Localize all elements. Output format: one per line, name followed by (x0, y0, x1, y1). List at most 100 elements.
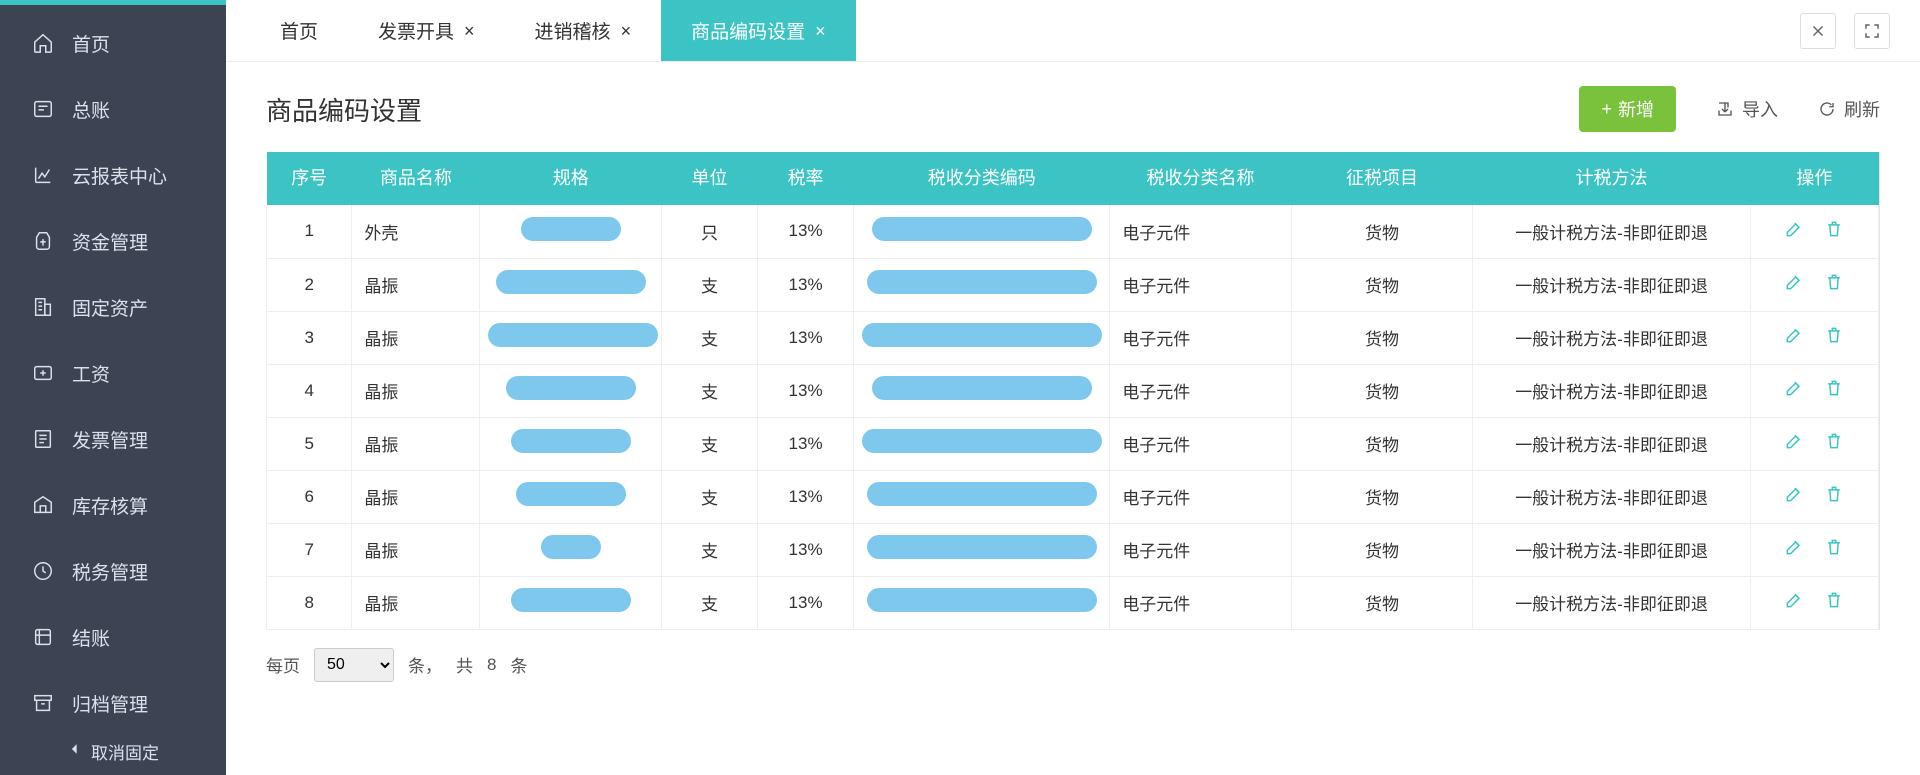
edit-icon[interactable] (1784, 272, 1804, 297)
pager-unit: 条， (408, 652, 442, 677)
cell-taxitem: 货物 (1291, 576, 1472, 629)
sidebar-items: 首页 总账 云报表中心 资金管理 固定资产 工资 发票管理 库存核算 (0, 0, 226, 727)
cell-spec (480, 364, 661, 417)
cell-name: 外壳 (352, 205, 480, 258)
page-header: 商品编码设置 + 新增 导入 刷新 (226, 62, 1920, 152)
arrow-left-icon (67, 741, 83, 762)
cell-index: 1 (267, 205, 352, 258)
tab-product-code[interactable]: 商品编码设置 × (661, 0, 856, 61)
cell-spec (480, 470, 661, 523)
delete-icon[interactable] (1824, 484, 1844, 509)
cell-taxitem: 货物 (1291, 258, 1472, 311)
cell-method: 一般计税方法-非即征即退 (1473, 364, 1751, 417)
edit-icon[interactable] (1784, 378, 1804, 403)
tax-icon (32, 560, 54, 582)
cell-class: 电子元件 (1110, 470, 1291, 523)
add-label: 新增 (1618, 96, 1654, 122)
tab-audit[interactable]: 进销稽核 × (505, 0, 662, 61)
cell-ops (1750, 364, 1878, 417)
delete-icon[interactable] (1824, 431, 1844, 456)
cell-taxcode (854, 576, 1110, 629)
edit-icon[interactable] (1784, 431, 1804, 456)
table-row: 6晶振支13%电子元件货物一般计税方法-非即征即退 (267, 470, 1879, 523)
sidebar-item-label: 税务管理 (72, 558, 148, 585)
table-column-header: 计税方法 (1473, 152, 1751, 205)
delete-icon[interactable] (1824, 378, 1844, 403)
table-column-header: 征税项目 (1291, 152, 1472, 205)
edit-icon[interactable] (1784, 484, 1804, 509)
sidebar-item-label: 固定资产 (72, 294, 148, 321)
closing-icon (32, 626, 54, 648)
page-title: 商品编码设置 (266, 91, 1579, 128)
cell-unit: 支 (661, 258, 757, 311)
sidebar-item-archive[interactable]: 归档管理 (0, 670, 226, 727)
sidebar-item-home[interactable]: 首页 (0, 10, 226, 76)
building-icon (32, 296, 54, 318)
cell-rate: 13% (758, 258, 854, 311)
tabbar: 首页 发票开具 × 进销稽核 × 商品编码设置 × (226, 0, 1920, 62)
page-size-select[interactable]: 50 (314, 648, 394, 682)
table-row: 7晶振支13%电子元件货物一般计税方法-非即征即退 (267, 523, 1879, 576)
refresh-button[interactable]: 刷新 (1818, 96, 1880, 122)
delete-icon[interactable] (1824, 537, 1844, 562)
sidebar-item-invoice[interactable]: 发票管理 (0, 406, 226, 472)
close-icon[interactable]: × (464, 22, 475, 40)
sidebar-item-funds[interactable]: 资金管理 (0, 208, 226, 274)
cell-rate: 13% (758, 364, 854, 417)
sidebar-item-assets[interactable]: 固定资产 (0, 274, 226, 340)
cell-unit: 支 (661, 417, 757, 470)
tab-invoice-issue[interactable]: 发票开具 × (348, 0, 505, 61)
cell-spec (480, 311, 661, 364)
sidebar-item-closing[interactable]: 结账 (0, 604, 226, 670)
sidebar-item-salary[interactable]: 工资 (0, 340, 226, 406)
edit-icon[interactable] (1784, 219, 1804, 244)
table-column-header: 税收分类名称 (1110, 152, 1291, 205)
cell-spec (480, 258, 661, 311)
sidebar-item-ledger[interactable]: 总账 (0, 76, 226, 142)
sidebar-item-report[interactable]: 云报表中心 (0, 142, 226, 208)
cell-unit: 支 (661, 311, 757, 364)
cell-taxcode (854, 258, 1110, 311)
cell-name: 晶振 (352, 364, 480, 417)
edit-icon[interactable] (1784, 537, 1804, 562)
table-column-header: 操作 (1750, 152, 1878, 205)
close-icon[interactable]: × (815, 22, 826, 40)
table-column-header: 税率 (758, 152, 854, 205)
close-icon[interactable]: × (621, 22, 632, 40)
cell-name: 晶振 (352, 311, 480, 364)
cell-name: 晶振 (352, 576, 480, 629)
plus-icon: + (1601, 100, 1612, 118)
cell-unit: 支 (661, 470, 757, 523)
sidebar: 首页 总账 云报表中心 资金管理 固定资产 工资 发票管理 库存核算 (0, 0, 226, 775)
cell-class: 电子元件 (1110, 417, 1291, 470)
import-button[interactable]: 导入 (1716, 96, 1778, 122)
delete-icon[interactable] (1824, 590, 1844, 615)
delete-icon[interactable] (1824, 219, 1844, 244)
table-header-row: 序号商品名称规格单位税率税收分类编码税收分类名称征税项目计税方法操作 (267, 152, 1879, 205)
close-all-tabs-button[interactable] (1800, 13, 1836, 49)
cell-class: 电子元件 (1110, 576, 1291, 629)
cell-class: 电子元件 (1110, 523, 1291, 576)
sidebar-item-tax[interactable]: 税务管理 (0, 538, 226, 604)
unpin-sidebar-button[interactable]: 取消固定 (0, 727, 226, 775)
inventory-icon (32, 494, 54, 516)
cell-index: 4 (267, 364, 352, 417)
close-icon (1809, 22, 1827, 40)
tab-label: 首页 (280, 17, 318, 44)
sidebar-item-inventory[interactable]: 库存核算 (0, 472, 226, 538)
refresh-icon (1818, 100, 1836, 118)
table-column-header: 商品名称 (352, 152, 480, 205)
cell-ops (1750, 523, 1878, 576)
delete-icon[interactable] (1824, 272, 1844, 297)
add-button[interactable]: + 新增 (1579, 86, 1676, 132)
cell-ops (1750, 258, 1878, 311)
edit-icon[interactable] (1784, 325, 1804, 350)
fullscreen-button[interactable] (1854, 13, 1890, 49)
invoice-icon (32, 428, 54, 450)
product-table: 序号商品名称规格单位税率税收分类编码税收分类名称征税项目计税方法操作 1外壳只1… (266, 152, 1880, 630)
tab-home[interactable]: 首页 (250, 0, 348, 61)
cell-ops (1750, 576, 1878, 629)
delete-icon[interactable] (1824, 325, 1844, 350)
cell-taxcode (854, 205, 1110, 258)
edit-icon[interactable] (1784, 590, 1804, 615)
